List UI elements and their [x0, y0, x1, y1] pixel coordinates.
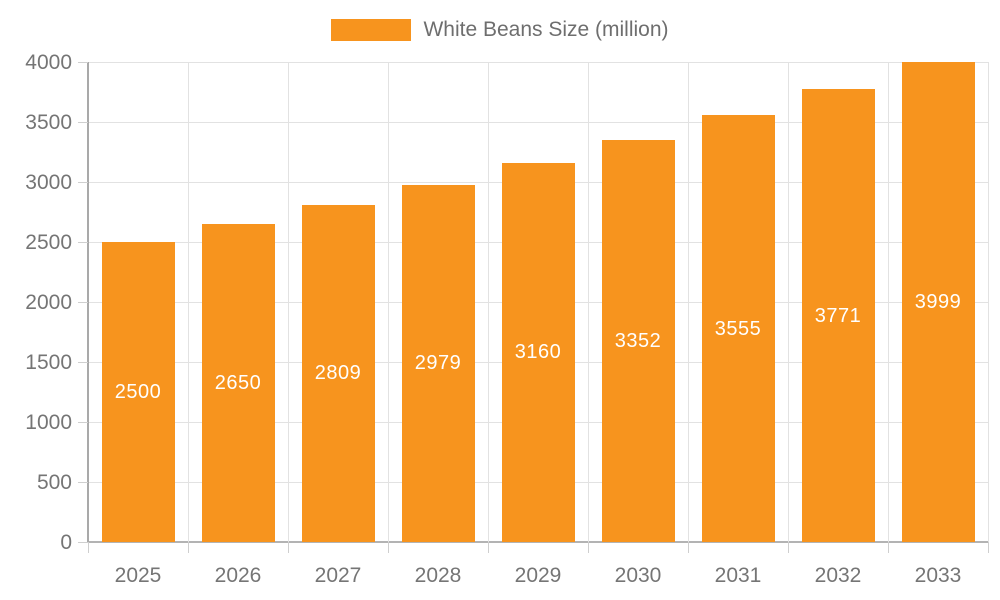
- bar[interactable]: 3555: [701, 115, 775, 542]
- bar-value-label: 2979: [414, 352, 462, 375]
- v-gridline: [787, 62, 789, 542]
- legend-swatch: [331, 19, 412, 41]
- x-tick-mark: [388, 542, 389, 553]
- y-tick-label: 1000: [25, 411, 72, 434]
- bar[interactable]: 3160: [501, 162, 575, 542]
- v-gridline: [487, 62, 489, 542]
- y-tick-label: 2500: [25, 231, 72, 254]
- bar[interactable]: 2979: [401, 184, 475, 542]
- y-tick-label: 2000: [25, 291, 72, 314]
- x-tick-label: 2032: [814, 564, 862, 587]
- x-tick-mark: [888, 542, 889, 553]
- bar-value-label: 3555: [714, 317, 762, 340]
- bar[interactable]: 2809: [301, 204, 375, 542]
- x-tick-label: 2030: [614, 564, 662, 587]
- plot-area: 2500 2650 2809 2979 3160 3352 3555 3771 3999: [87, 62, 989, 543]
- bar-value-label: 3352: [614, 329, 662, 352]
- v-gridline: [187, 62, 189, 542]
- bar-value-label: 3999: [914, 291, 962, 314]
- bar-value-label: 2500: [114, 381, 162, 403]
- y-tick-mark: [78, 482, 88, 483]
- y-tick-mark: [78, 122, 88, 123]
- y-tick-mark: [78, 242, 88, 243]
- y-tick-mark: [78, 362, 88, 363]
- legend-label: White Beans Size (million): [423, 18, 669, 41]
- x-tick-label: 2027: [314, 564, 362, 587]
- v-gridline: [887, 62, 889, 542]
- x-tick-mark: [688, 542, 689, 553]
- x-tick-label: 2025: [114, 564, 162, 587]
- bar-value-label: 2650: [214, 372, 262, 394]
- y-tick-label: 4000: [25, 51, 72, 74]
- bar[interactable]: 3352: [601, 139, 675, 542]
- legend-item[interactable]: White Beans Size (million): [0, 12, 1000, 48]
- bar[interactable]: 2650: [201, 224, 275, 542]
- v-gridline: [387, 62, 389, 542]
- x-tick-mark: [488, 542, 489, 553]
- y-tick-label: 3000: [25, 171, 72, 194]
- x-tick-mark: [788, 542, 789, 553]
- y-tick-label: 3500: [25, 111, 72, 134]
- y-tick-mark: [78, 422, 88, 423]
- bar[interactable]: 2500: [101, 242, 175, 542]
- bar[interactable]: 3771: [801, 89, 875, 542]
- v-gridline: [987, 62, 989, 542]
- x-tick-mark: [88, 542, 89, 553]
- bar-value-label: 3160: [514, 341, 562, 364]
- y-tick-label: 0: [60, 531, 72, 554]
- h-gridline: [88, 122, 988, 123]
- x-tick-mark: [188, 542, 189, 553]
- y-tick-mark: [78, 62, 88, 63]
- x-axis-line: [88, 541, 988, 543]
- x-tick-label: 2033: [914, 564, 962, 587]
- v-gridline: [287, 62, 289, 542]
- h-gridline: [88, 62, 988, 63]
- y-tick-label: 1500: [25, 351, 72, 374]
- x-tick-mark: [988, 542, 989, 553]
- x-tick-label: 2028: [414, 564, 462, 587]
- y-tick-label: 500: [36, 471, 72, 494]
- v-gridline: [587, 62, 589, 542]
- x-tick-label: 2026: [214, 564, 262, 587]
- y-tick-mark: [78, 302, 88, 303]
- bar-value-label: 3771: [814, 304, 862, 327]
- y-axis-line: [87, 62, 89, 542]
- bar[interactable]: 3999: [901, 62, 975, 542]
- bar-value-label: 2809: [314, 362, 362, 385]
- x-tick-mark: [588, 542, 589, 553]
- x-tick-mark: [288, 542, 289, 553]
- x-tick-label: 2029: [514, 564, 562, 587]
- x-tick-label: 2031: [714, 564, 762, 587]
- y-tick-mark: [78, 542, 88, 543]
- v-gridline: [687, 62, 689, 542]
- y-tick-mark: [78, 182, 88, 183]
